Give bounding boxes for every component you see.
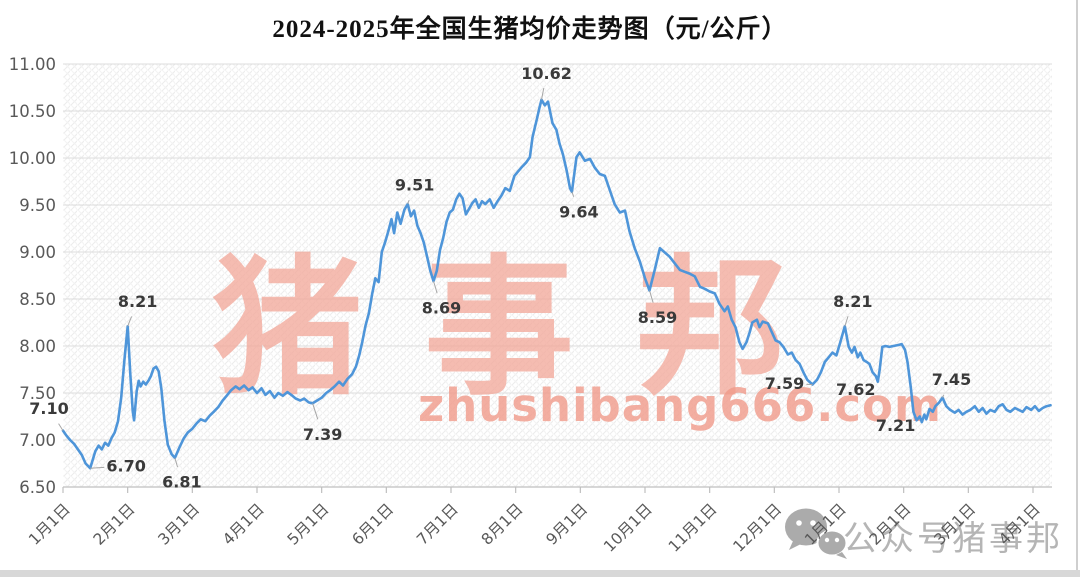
data-label: 6.70 bbox=[106, 457, 145, 476]
wechat-watermark: 公众号 猪事邦 bbox=[785, 508, 1063, 559]
data-label: 7.21 bbox=[876, 416, 915, 435]
data-label: 7.10 bbox=[29, 399, 68, 418]
data-label: 9.51 bbox=[395, 176, 434, 195]
watermark-site-text: zhushibang666.com bbox=[418, 379, 942, 432]
x-axis-tick-label: 11月1日 bbox=[665, 500, 721, 556]
data-label-leader bbox=[58, 423, 64, 431]
x-axis-tick-label: 12月1日 bbox=[730, 500, 786, 556]
data-label-leader bbox=[844, 316, 849, 327]
data-label-leader bbox=[407, 200, 410, 205]
x-axis-tick-label: 8月1日 bbox=[478, 500, 527, 549]
data-label: 8.21 bbox=[833, 292, 872, 311]
y-axis-tick-label: 9.50 bbox=[19, 196, 56, 215]
data-label: 9.64 bbox=[559, 202, 598, 221]
data-label: 8.69 bbox=[422, 299, 461, 318]
y-axis-tick-label: 6.50 bbox=[19, 478, 56, 497]
y-axis-tick-label: 9.00 bbox=[19, 243, 56, 262]
window-right-edge bbox=[1076, 0, 1078, 577]
data-label: 7.39 bbox=[303, 425, 342, 444]
x-axis-tick-label: 6月1日 bbox=[349, 500, 398, 549]
y-axis-tick-label: 8.00 bbox=[19, 337, 56, 356]
watermark-brand-text: 猪事邦 bbox=[212, 242, 848, 416]
data-label: 10.62 bbox=[521, 64, 572, 83]
data-label-leader bbox=[571, 191, 575, 197]
data-label-leader bbox=[312, 403, 319, 420]
x-axis-tick-label: 9月1日 bbox=[543, 500, 592, 549]
data-label: 8.21 bbox=[118, 292, 157, 311]
x-axis bbox=[62, 486, 1052, 493]
data-label-leader bbox=[90, 466, 105, 469]
window-bottom-edge bbox=[0, 570, 1080, 577]
wechat-account-label: 公众号 bbox=[843, 519, 954, 559]
data-labels: 7.10 6.70 8.21 6.81 7.39 9.51 8.69 10.62 9.64 8.5… bbox=[29, 64, 971, 491]
price-series-line bbox=[61, 98, 1052, 470]
data-label: 7.45 bbox=[932, 370, 971, 389]
y-axis-tick-label: 7.00 bbox=[19, 431, 56, 450]
data-label-leader bbox=[942, 394, 945, 398]
data-label-leader bbox=[649, 290, 654, 303]
data-label-leader bbox=[127, 316, 133, 327]
wechat-icon bbox=[785, 508, 848, 559]
x-axis-tick-label: 7月1日 bbox=[413, 500, 462, 549]
data-label-leader bbox=[541, 88, 545, 100]
data-label: 8.59 bbox=[638, 308, 677, 327]
gridlines bbox=[63, 63, 1052, 441]
data-label: 7.62 bbox=[836, 380, 875, 399]
y-axis-labels: 6.50 7.00 7.50 8.00 8.50 9.00 9.50 10.00 10.50 11… bbox=[9, 55, 56, 497]
data-label: 7.59 bbox=[765, 374, 804, 393]
data-label-leader bbox=[433, 280, 438, 294]
y-axis-tick-label: 8.50 bbox=[19, 290, 56, 309]
data-label: 6.81 bbox=[162, 472, 201, 491]
y-axis-tick-label: 10.50 bbox=[9, 102, 56, 121]
y-axis-tick-label: 11.00 bbox=[9, 55, 56, 74]
chart-title: 2024-2025年全国生猪均价走势图（元/公斤） bbox=[272, 16, 788, 43]
x-axis-tick-label: 2月1日 bbox=[90, 500, 139, 549]
y-axis-tick-label: 7.50 bbox=[19, 384, 56, 403]
y-axis-tick-label: 10.00 bbox=[9, 149, 56, 168]
x-axis-tick-label: 3月1日 bbox=[155, 500, 204, 549]
wechat-brand-label: 猪事邦 bbox=[952, 519, 1063, 559]
data-label-leader bbox=[174, 457, 179, 468]
x-axis-tick-label: 10月1日 bbox=[600, 500, 656, 556]
x-axis-tick-label: 5月1日 bbox=[284, 500, 333, 549]
x-axis-tick-label: 1月1日 bbox=[25, 500, 74, 549]
center-watermark: 猪事邦 zhushibang666.com bbox=[212, 242, 942, 432]
x-axis-tick-label: 4月1日 bbox=[219, 500, 268, 549]
